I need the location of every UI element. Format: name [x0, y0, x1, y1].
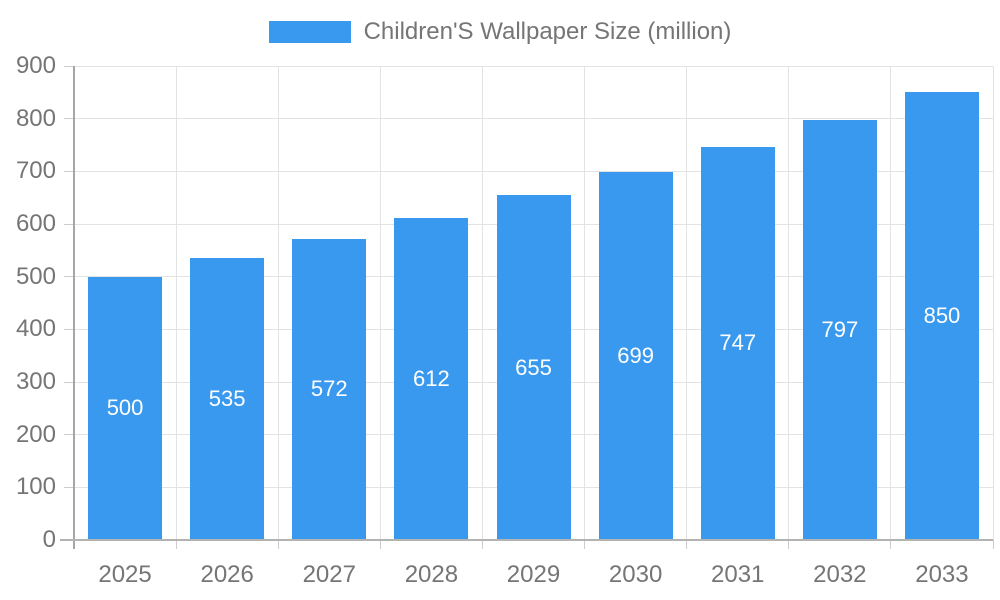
bar-2025[interactable]: 500: [88, 276, 163, 540]
x-axis-label: 2031: [711, 561, 765, 588]
x-axis-tick: [175, 540, 177, 549]
v-gridline: [481, 66, 483, 540]
bar-2027[interactable]: 572: [292, 238, 367, 540]
h-gridline: [74, 65, 993, 67]
y-axis-label: 200: [15, 420, 56, 448]
y-axis-label: 0: [42, 526, 56, 553]
x-axis-tick: [788, 540, 790, 549]
y-axis-tick: [64, 118, 74, 120]
bar-2030[interactable]: 699: [598, 171, 673, 540]
bar-value-label: 797: [821, 317, 859, 343]
x-axis-label: 2032: [813, 561, 867, 588]
y-axis-tick: [64, 65, 74, 67]
y-axis-tick: [64, 486, 74, 488]
v-gridline: [175, 66, 177, 540]
bar-2032[interactable]: 797: [802, 120, 877, 540]
v-gridline: [788, 66, 790, 540]
y-axis-tick: [64, 276, 74, 278]
x-axis-label: 2028: [404, 561, 459, 588]
x-axis-label: 2026: [200, 561, 254, 588]
v-gridline: [686, 66, 688, 540]
x-axis-label: 2025: [98, 561, 152, 588]
y-axis-label: 800: [15, 104, 56, 132]
x-axis-tick: [277, 540, 279, 549]
x-axis-label: 2033: [915, 561, 969, 588]
y-axis-tick: [64, 434, 74, 436]
y-axis-label: 900: [15, 52, 56, 79]
x-axis-label: 2029: [506, 561, 561, 588]
bar-value-label: 612: [413, 365, 450, 391]
v-gridline: [277, 66, 279, 540]
h-gridline: [74, 118, 993, 120]
x-axis-label: 2030: [608, 561, 663, 588]
y-axis-tick: [64, 223, 74, 225]
bar-2028[interactable]: 612: [394, 217, 469, 540]
x-axis-tick: [379, 540, 381, 549]
x-axis-tick: [584, 540, 586, 549]
legend-label: Children'S Wallpaper Size (million): [363, 18, 732, 45]
v-gridline: [992, 66, 994, 540]
x-axis-tick: [890, 540, 892, 549]
y-axis-tick: [64, 170, 74, 172]
legend[interactable]: Children'S Wallpaper Size (million): [0, 16, 1000, 48]
y-axis-line: [73, 66, 75, 549]
x-axis-tick: [992, 540, 994, 549]
y-axis-label: 500: [15, 262, 56, 290]
y-axis-label: 600: [15, 210, 56, 237]
y-axis-tick: [64, 328, 74, 330]
y-axis-tick: [64, 381, 74, 383]
bar-value-label: 850: [923, 303, 961, 329]
bar-2033[interactable]: 850: [904, 92, 979, 540]
y-axis-label: 300: [15, 368, 56, 395]
x-axis-tick: [686, 540, 688, 549]
legend-swatch-icon: [268, 21, 351, 43]
bar-value-label: 500: [106, 395, 144, 421]
v-gridline: [379, 66, 381, 540]
v-gridline: [584, 66, 586, 540]
bar-value-label: 747: [719, 330, 757, 356]
bar-value-label: 535: [208, 386, 246, 412]
bar-value-label: 655: [515, 354, 552, 380]
y-axis-label: 100: [15, 473, 56, 501]
h-gridline: [74, 170, 993, 172]
v-gridline: [890, 66, 892, 540]
bar-2031[interactable]: 747: [700, 146, 775, 540]
x-axis-tick: [481, 540, 483, 549]
bar-value-label: 699: [617, 342, 654, 368]
bar-2029[interactable]: 655: [496, 195, 571, 540]
x-axis-label: 2027: [302, 561, 356, 588]
bar-2026[interactable]: 535: [190, 258, 265, 540]
y-axis-label: 400: [15, 315, 56, 343]
x-axis-line: [60, 539, 993, 541]
y-axis-label: 700: [15, 157, 56, 185]
bar-value-label: 572: [310, 376, 348, 402]
